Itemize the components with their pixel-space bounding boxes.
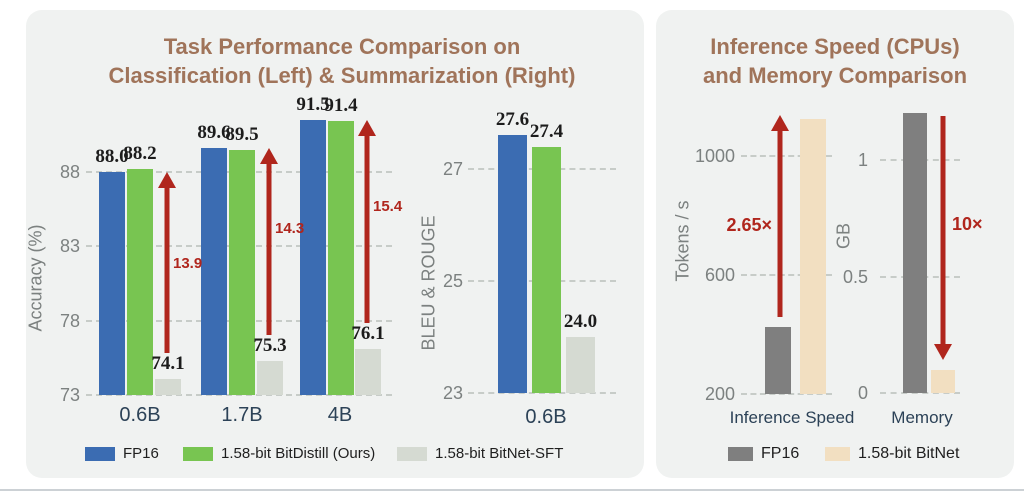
- bleu-rouge-axis-title: BLEU & ROUGE: [418, 215, 439, 351]
- bar-fp16: [300, 119, 326, 395]
- x-category-label: 0.6B: [525, 406, 567, 428]
- gridline: [880, 392, 960, 394]
- legend-item-fp16: FP16: [85, 446, 159, 461]
- bar-value-label: 91.4: [324, 95, 358, 117]
- bar-fp16: [903, 113, 927, 393]
- x-category-label: 0.6B: [119, 404, 161, 426]
- page-bottom-divider: [0, 489, 1024, 491]
- y-axis-tick-label: 78: [59, 310, 80, 331]
- improvement-arrow-shaft: [364, 133, 370, 323]
- bar-value-label: 91.5: [296, 93, 330, 115]
- legend-item-fp16: FP16: [728, 445, 800, 462]
- left-chart-title: Task Performance Comparison on Classific…: [26, 32, 644, 90]
- bar-1-58-bit-bitdistill-ours: [532, 146, 561, 393]
- x-category-label: Inference Speed: [729, 408, 855, 427]
- left-chart-title-line2: Classification (Left) & Summarization (R…: [108, 63, 576, 88]
- bar-fp16: [498, 135, 527, 393]
- multiplier-label: 10×: [952, 214, 983, 234]
- bar-1-58-bit-bitdistill-ours: [229, 149, 255, 395]
- bar-value-label: 88.2: [123, 143, 157, 165]
- y-axis-tick-label: 23: [442, 383, 463, 403]
- improvement-arrow-shaft: [164, 185, 170, 353]
- bar-fp16: [99, 171, 125, 395]
- bar-1-58-bit-bitnet-sft: [566, 337, 595, 393]
- bar-value-label: 76.1: [351, 322, 385, 344]
- bar-fp16: [765, 327, 791, 394]
- y-axis-tick-label: 25: [442, 271, 463, 291]
- bar-value-label: 27.6: [495, 109, 530, 131]
- gridline: [741, 274, 832, 276]
- legend-swatch: [825, 446, 850, 461]
- legend-swatch: [728, 446, 753, 461]
- right-chart-title-line1: Inference Speed (CPUs): [710, 34, 960, 59]
- accuracy-axis-title: Accuracy (%): [25, 224, 46, 332]
- speed-memory-card: Inference Speed (CPUs) and Memory Compar…: [656, 10, 1014, 478]
- x-category-label: 1.7B: [221, 404, 263, 426]
- y-axis-tick-label: 600: [704, 265, 735, 285]
- legend-label: FP16: [123, 445, 159, 462]
- y-axis-tick-label: 88: [59, 161, 80, 182]
- reduction-arrow-shaft: [940, 116, 946, 344]
- bar-1-58-bit-bitnet-sft: [257, 360, 283, 395]
- bar-1-58-bit-bitdistill-ours: [127, 169, 153, 395]
- bar-1-58-bit-bitnet-sft: [155, 378, 181, 395]
- y-axis-tick-label: 200: [704, 384, 735, 404]
- legend-label: 1.58-bit BitDistill (Ours): [221, 445, 376, 462]
- legend-swatch: [397, 446, 427, 461]
- x-category-label: Memory: [891, 408, 953, 427]
- bar-value-label: 88.0: [95, 145, 129, 167]
- y-axis-tick-label: 1: [857, 150, 868, 170]
- bar-fp16: [201, 148, 227, 395]
- left-chart-title-line1: Task Performance Comparison on: [163, 34, 521, 59]
- improvement-gap-label: 15.4: [373, 198, 403, 215]
- gridline: [741, 155, 832, 157]
- right-chart-title: Inference Speed (CPUs) and Memory Compar…: [656, 32, 1014, 90]
- bar-value-label: 27.4: [529, 120, 564, 142]
- improvement-up-arrow-icon: [358, 119, 376, 136]
- legend-item-1-58-bit-bitnet-sft: 1.58-bit BitNet-SFT: [397, 446, 563, 461]
- y-axis-tick-label: 0: [857, 383, 868, 403]
- speedup-up-arrow-icon: [771, 114, 789, 131]
- improvement-gap-label: 14.3: [275, 220, 305, 237]
- bar-value-label: 89.6: [197, 122, 231, 144]
- y-axis-tick-label: 1000: [694, 146, 735, 166]
- right-chart-title-line2: and Memory Comparison: [702, 63, 968, 88]
- gb-axis-title: GB: [833, 222, 854, 250]
- bar-1-58-bit-bitnet: [800, 118, 826, 394]
- y-axis-tick-label: 83: [59, 236, 80, 257]
- legend-swatch: [183, 446, 213, 461]
- speedup-arrow-shaft: [777, 128, 783, 318]
- tokens-axis-title: Tokens / s: [672, 200, 693, 282]
- gridline: [468, 392, 616, 394]
- improvement-up-arrow-icon: [158, 171, 176, 188]
- legend-label: FP16: [761, 445, 800, 462]
- legend-label: 1.58-bit BitNet-SFT: [435, 445, 564, 462]
- y-axis-tick-label: 73: [59, 385, 80, 405]
- bar-value-label: 74.1: [151, 352, 185, 374]
- gridline: [86, 394, 392, 396]
- y-axis-tick-label: 27: [442, 159, 463, 179]
- bar-value-label: 24.0: [563, 311, 598, 332]
- bar-value-label: 89.5: [225, 123, 259, 145]
- bar-value-label: 75.3: [253, 334, 287, 356]
- improvement-up-arrow-icon: [260, 148, 278, 165]
- multiplier-label: 2.65×: [726, 215, 772, 235]
- bar-1-58-bit-bitnet: [931, 369, 955, 393]
- x-category-label: 4B: [327, 404, 353, 426]
- improvement-gap-label: 13.9: [173, 255, 203, 272]
- legend-label: 1.58-bit BitNet: [858, 445, 960, 462]
- bar-1-58-bit-bitnet-sft: [355, 348, 381, 395]
- bar-1-58-bit-bitdistill-ours: [328, 121, 354, 395]
- legend-item-1-58-bit-bitnet: 1.58-bit BitNet: [825, 445, 960, 462]
- y-axis-tick-label: 0.5: [842, 266, 868, 287]
- legend-item-1-58-bit-bitdistill-ours: 1.58-bit BitDistill (Ours): [183, 446, 375, 461]
- reduction-down-arrow-icon: [934, 343, 952, 360]
- gridline: [741, 393, 832, 395]
- improvement-arrow-shaft: [266, 162, 272, 335]
- legend-swatch: [85, 446, 115, 461]
